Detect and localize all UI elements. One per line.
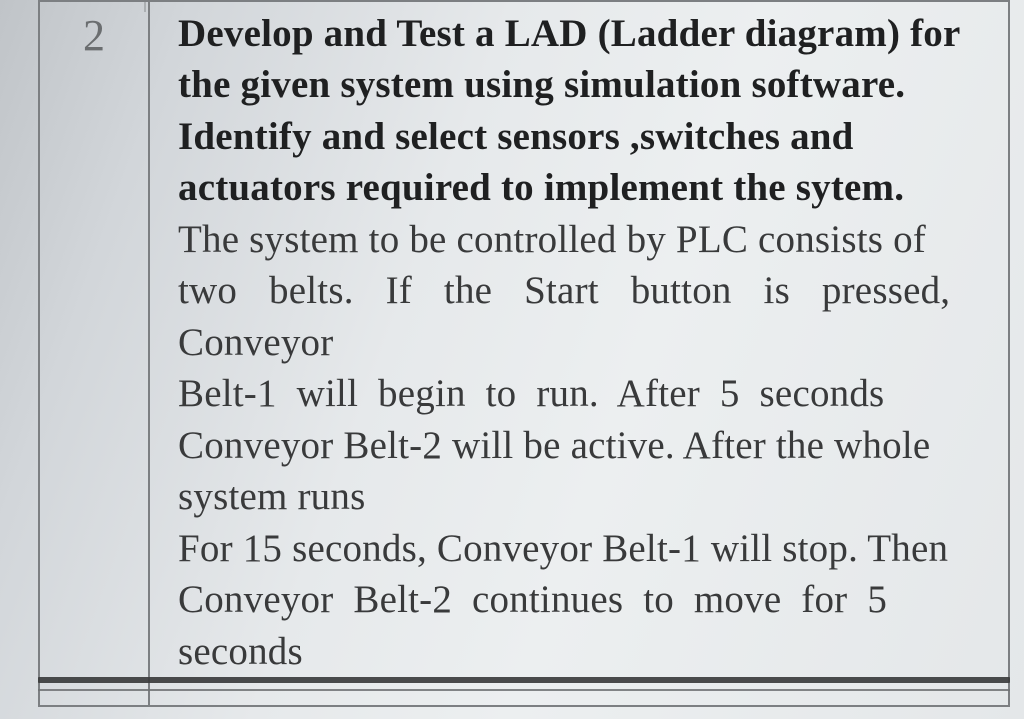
table-row: 2 Develop and Test a LAD (Ladder diagram… [39, 1, 1009, 706]
body-line: Conveyor Belt-2 will be active. After th… [178, 420, 986, 471]
body-line: For 15 seconds, Conveyor Belt-1 will sto… [178, 523, 986, 574]
question-number: 2 [40, 10, 148, 61]
body-line: seconds [178, 626, 986, 677]
text-cell: Develop and Test a LAD (Ladder diagram) … [149, 1, 1009, 706]
body-line: Conveyor Belt-2 continues to move for 5 [178, 574, 986, 625]
lead-line: actuators required to implement the syte… [178, 162, 986, 213]
rule-thick [38, 677, 1010, 683]
question-text: Develop and Test a LAD (Ladder diagram) … [178, 8, 986, 677]
lead-line: Develop and Test a LAD (Ladder diagram) … [178, 8, 986, 59]
body-line: Conveyor [178, 317, 986, 368]
lead-line: Identify and select sensors ,switches an… [178, 111, 986, 162]
scanned-page: 2 Develop and Test a LAD (Ladder diagram… [0, 0, 1024, 719]
bottom-rule [38, 677, 1010, 691]
body-line: The system to be controlled by PLC consi… [178, 214, 986, 265]
body-line: two belts. If the Start button is presse… [178, 265, 986, 316]
number-cell: 2 [39, 1, 149, 706]
body-line: Belt-1 will begin to run. After 5 second… [178, 368, 986, 419]
question-table: 2 Develop and Test a LAD (Ladder diagram… [38, 0, 1010, 707]
rule-thin [38, 689, 1010, 691]
lead-line: the given system using simulation softwa… [178, 59, 986, 110]
body-line: system runs [178, 471, 986, 522]
table: 2 Develop and Test a LAD (Ladder diagram… [38, 0, 1010, 707]
